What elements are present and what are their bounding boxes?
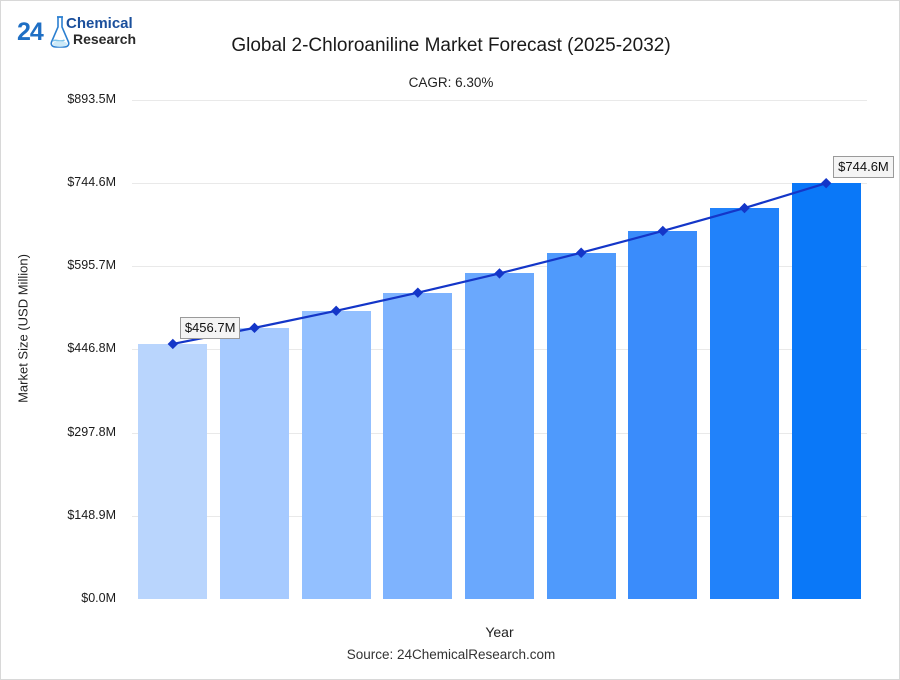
y-tick-label: $446.8M bbox=[67, 341, 116, 356]
bar-2026[interactable] bbox=[301, 310, 371, 599]
source-note: Source: 24ChemicalResearch.com bbox=[346, 647, 556, 662]
data-point-2030[interactable] bbox=[657, 225, 669, 237]
data-point-2027[interactable] bbox=[412, 287, 424, 298]
bar-2028[interactable] bbox=[465, 273, 534, 599]
data-point-2032[interactable] bbox=[820, 177, 832, 189]
data-label-2032: $744.6M bbox=[833, 156, 894, 179]
brand-logo: 24 Chemical Research bbox=[17, 13, 137, 53]
y-tick-label: $148.9M bbox=[67, 507, 116, 522]
data-point-2025[interactable] bbox=[249, 322, 260, 334]
x-axis-title: Year bbox=[485, 624, 514, 640]
bar-2024[interactable] bbox=[138, 343, 208, 599]
chart-title: Global 2-Chloroaniline Market Forecast (… bbox=[231, 35, 671, 56]
gridline bbox=[132, 100, 867, 101]
data-point-2028[interactable] bbox=[494, 268, 505, 279]
gridline bbox=[132, 266, 867, 268]
bar-2027[interactable] bbox=[383, 292, 453, 599]
y-tick-label: $297.8M bbox=[67, 424, 116, 439]
y-tick-label: $0.0M bbox=[81, 591, 116, 605]
bar-2032[interactable] bbox=[791, 183, 861, 599]
bar-2025[interactable] bbox=[220, 327, 289, 599]
y-tick-label: $595.7M bbox=[67, 258, 116, 273]
logo-word-chemical: Chemical bbox=[66, 15, 133, 32]
data-point-2029[interactable] bbox=[575, 247, 587, 258]
plot-area: $0.0M $148.9M $297.8M $446.8M $595.7M $744.6M… bbox=[67, 92, 894, 605]
trend-line-path bbox=[172, 182, 827, 346]
flask-icon bbox=[50, 16, 70, 48]
y-tick-label: $893.5M bbox=[67, 92, 116, 106]
chart-subtitle-cagr: CAGR: 6.30% bbox=[408, 75, 494, 90]
bar-2030[interactable] bbox=[628, 230, 698, 599]
y-tick-label: $744.6M bbox=[67, 175, 116, 190]
bar-2031[interactable] bbox=[710, 208, 779, 599]
gridline bbox=[132, 183, 867, 185]
data-point-2026[interactable] bbox=[330, 305, 342, 317]
trend-line-series bbox=[167, 177, 832, 350]
logo-word-research: Research bbox=[73, 31, 137, 47]
data-label-2024: $456.7M bbox=[179, 316, 241, 339]
bar-2029[interactable] bbox=[546, 252, 616, 599]
logo-number: 24 bbox=[17, 18, 44, 46]
data-point-2024[interactable] bbox=[167, 338, 179, 350]
data-point-2031[interactable] bbox=[739, 202, 750, 214]
